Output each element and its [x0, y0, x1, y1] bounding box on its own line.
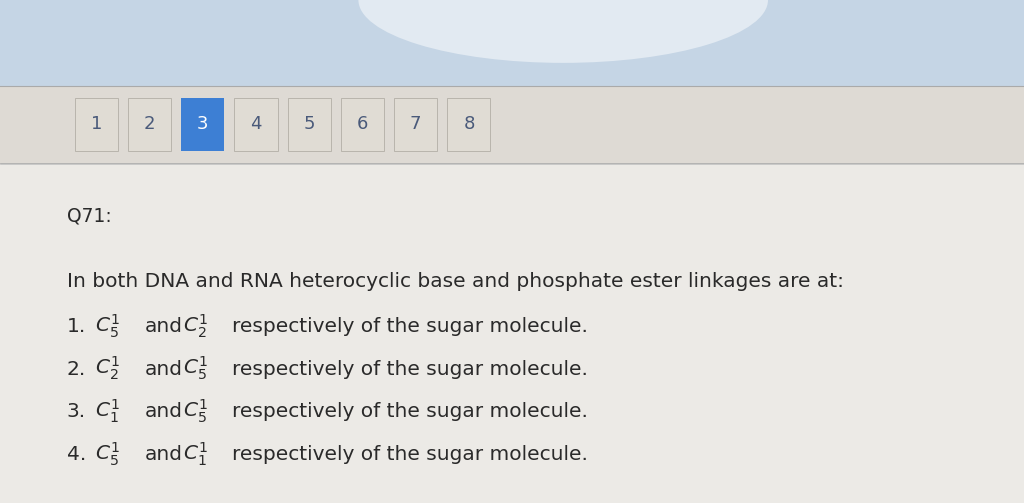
FancyBboxPatch shape — [447, 99, 490, 151]
Text: and: and — [144, 402, 182, 422]
FancyBboxPatch shape — [234, 99, 278, 151]
Text: $C_{5}^{1}$: $C_{5}^{1}$ — [95, 312, 120, 340]
Bar — [0, 0, 1024, 86]
FancyBboxPatch shape — [75, 99, 118, 151]
Text: 6: 6 — [356, 116, 369, 133]
Text: 1: 1 — [90, 116, 102, 133]
Text: respectively of the sugar molecule.: respectively of the sugar molecule. — [232, 402, 589, 422]
Bar — [0, 86, 1024, 163]
FancyBboxPatch shape — [181, 99, 224, 151]
Text: 3: 3 — [197, 116, 209, 133]
Text: $C_{5}^{1}$: $C_{5}^{1}$ — [183, 398, 208, 425]
Text: and: and — [144, 360, 182, 379]
Text: 2: 2 — [143, 116, 156, 133]
Text: and: and — [144, 317, 182, 336]
Text: respectively of the sugar molecule.: respectively of the sugar molecule. — [232, 317, 589, 336]
Text: 2.: 2. — [67, 360, 86, 379]
Text: 4: 4 — [250, 116, 262, 133]
FancyBboxPatch shape — [341, 99, 384, 151]
Text: $C_{5}^{1}$: $C_{5}^{1}$ — [95, 441, 120, 468]
Bar — [0, 163, 1024, 503]
FancyBboxPatch shape — [288, 99, 331, 151]
Text: respectively of the sugar molecule.: respectively of the sugar molecule. — [232, 445, 589, 464]
Ellipse shape — [358, 0, 768, 63]
Text: In both DNA and RNA heterocyclic base and phosphate ester linkages are at:: In both DNA and RNA heterocyclic base an… — [67, 272, 844, 291]
Text: 7: 7 — [410, 116, 422, 133]
Text: 3.: 3. — [67, 402, 86, 422]
Text: $C_{2}^{1}$: $C_{2}^{1}$ — [95, 355, 120, 382]
Text: $C_{1}^{1}$: $C_{1}^{1}$ — [183, 441, 208, 468]
Text: $C_{2}^{1}$: $C_{2}^{1}$ — [183, 312, 208, 340]
FancyBboxPatch shape — [128, 99, 171, 151]
FancyBboxPatch shape — [394, 99, 437, 151]
Text: 8: 8 — [463, 116, 475, 133]
Text: 1.: 1. — [67, 317, 86, 336]
Text: $C_{5}^{1}$: $C_{5}^{1}$ — [183, 355, 208, 382]
Bar — [0, 86, 1024, 503]
Text: and: and — [144, 445, 182, 464]
Text: 5: 5 — [303, 116, 315, 133]
Text: 4.: 4. — [67, 445, 86, 464]
Text: respectively of the sugar molecule.: respectively of the sugar molecule. — [232, 360, 589, 379]
Text: $C_{1}^{1}$: $C_{1}^{1}$ — [95, 398, 120, 425]
Text: Q71:: Q71: — [67, 207, 112, 226]
